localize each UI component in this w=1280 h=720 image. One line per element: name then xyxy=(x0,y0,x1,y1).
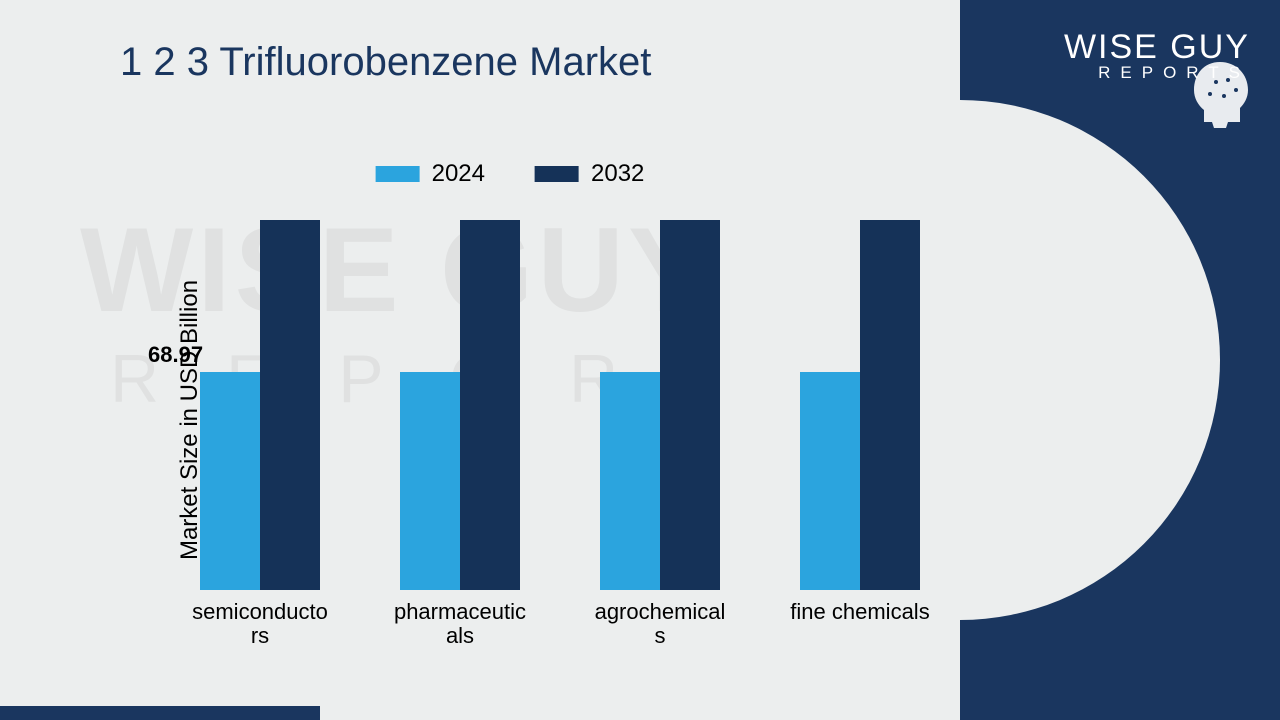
right-panel: WISE GUY REPORTS xyxy=(960,0,1280,720)
bar-2032 xyxy=(660,220,720,591)
legend-swatch-2032 xyxy=(535,166,579,182)
legend-swatch-2024 xyxy=(376,166,420,182)
bar-2032 xyxy=(460,220,520,591)
page-title: 1 2 3 Trifluorobenzene Market xyxy=(120,40,651,85)
bottom-accent-bar xyxy=(0,706,320,720)
stage: WISE GUY R E P O R T S WISE GUY REPORTS … xyxy=(0,0,1280,720)
legend-item-2032: 2032 xyxy=(535,160,644,188)
bar-value-label: 68.97 xyxy=(148,342,203,368)
legend-label-2032: 2032 xyxy=(591,160,644,188)
bar-2032 xyxy=(260,220,320,591)
bar-2024 xyxy=(800,372,860,590)
legend: 2024 2032 xyxy=(376,160,645,188)
logo-head-icon xyxy=(1180,58,1260,138)
chart: Market Size in USD Billion 2024 2032 68.… xyxy=(60,160,960,680)
bar-group xyxy=(400,220,520,591)
bar-group: 68.97 xyxy=(200,220,320,591)
x-labels: semiconductors pharmaceuticals agrochemica… xyxy=(160,600,960,680)
x-label: semiconductors xyxy=(190,600,330,680)
bar-group xyxy=(800,220,920,591)
logo: WISE GUY REPORTS xyxy=(1064,28,1250,83)
bar-2024 xyxy=(600,372,660,590)
legend-item-2024: 2024 xyxy=(376,160,485,188)
bar-2032 xyxy=(860,220,920,591)
bar-groups: 68.97 xyxy=(160,210,960,590)
bar-2024 xyxy=(200,372,260,590)
bar-2024 xyxy=(400,372,460,590)
x-label: fine chemicals xyxy=(790,600,930,680)
bar-group xyxy=(600,220,720,591)
legend-label-2024: 2024 xyxy=(432,160,485,188)
plot-area: 68.97 xyxy=(160,210,960,590)
x-label: pharmaceuticals xyxy=(390,600,530,680)
x-label: agrochemicals xyxy=(590,600,730,680)
